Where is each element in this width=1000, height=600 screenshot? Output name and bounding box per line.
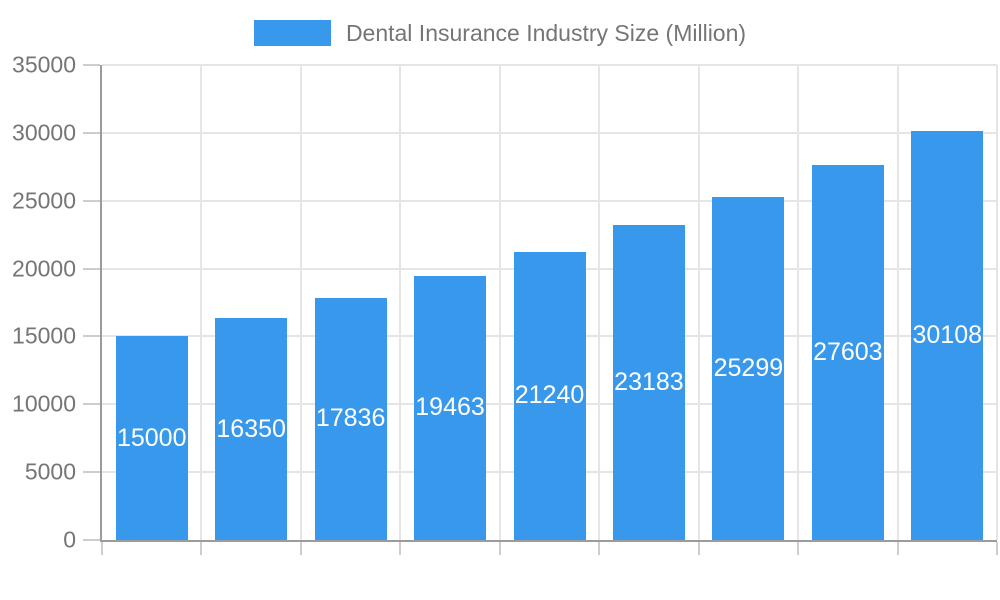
x-tick-mark [200, 542, 203, 555]
bar[interactable]: 30108 [911, 131, 984, 540]
bar-value-label: 16350 [216, 414, 286, 443]
y-tick-mark [83, 539, 100, 541]
bar-value-label: 27603 [813, 338, 883, 367]
v-gridline [697, 65, 700, 540]
y-tick-mark [83, 64, 100, 66]
y-tick-label: 10000 [12, 390, 76, 417]
bar[interactable]: 16350 [215, 318, 288, 540]
bar[interactable]: 23183 [612, 225, 685, 540]
x-tick-mark [896, 542, 899, 555]
y-tick-mark [83, 403, 100, 406]
h-gridline [102, 64, 997, 66]
v-gridline [797, 65, 800, 540]
v-gridline [598, 65, 601, 540]
x-tick-mark [299, 542, 302, 555]
legend[interactable]: Dental Insurance Industry Size (Million) [0, 18, 1000, 48]
h-gridline [102, 199, 997, 202]
x-tick-mark [697, 542, 700, 555]
bar[interactable]: 15000 [115, 336, 188, 540]
y-tick-mark [83, 267, 100, 270]
legend-label: Dental Insurance Industry Size (Million) [345, 19, 747, 46]
bar-value-label: 30108 [912, 321, 983, 350]
bar[interactable]: 19463 [414, 275, 487, 540]
legend-swatch-icon [253, 20, 331, 46]
bar-value-label: 15000 [116, 423, 187, 452]
x-tick-mark [996, 542, 998, 555]
v-gridline [996, 65, 998, 540]
x-tick-mark [498, 542, 501, 555]
v-gridline [498, 65, 501, 540]
bar-value-label: 19463 [415, 393, 485, 422]
bar-value-label: 23183 [614, 368, 684, 397]
v-gridline [200, 65, 203, 540]
y-tick-label: 35000 [12, 51, 76, 78]
y-tick-mark [83, 471, 100, 474]
y-tick-label: 20000 [12, 255, 76, 282]
plot-area: 15000 16350 17836 19463 21240 23183 25299 27603… [83, 64, 998, 555]
y-tick-label: 30000 [12, 119, 76, 146]
x-tick-mark [399, 542, 402, 555]
v-gridline [896, 65, 899, 540]
bar-value-label: 21240 [514, 381, 585, 410]
v-gridline [399, 65, 402, 540]
y-tick-label: 5000 [24, 458, 76, 485]
y-tick-mark [83, 199, 100, 202]
y-tick-mark [83, 335, 100, 338]
bar[interactable]: 27603 [811, 165, 884, 540]
y-tick-label: 25000 [12, 187, 76, 214]
bar[interactable]: 17836 [314, 297, 387, 540]
bar[interactable]: 21240 [513, 251, 586, 540]
y-tick-mark [83, 131, 100, 134]
x-tick-mark [797, 542, 800, 555]
v-gridline [299, 65, 302, 540]
h-gridline [102, 131, 997, 134]
bar-value-label: 17836 [315, 404, 386, 433]
bar-value-label: 25299 [713, 353, 784, 382]
x-tick-mark [101, 542, 103, 555]
y-tick-label: 15000 [12, 322, 76, 349]
bar[interactable]: 25299 [712, 196, 785, 540]
x-tick-mark [598, 542, 601, 555]
y-tick-label: 0 [63, 526, 76, 553]
